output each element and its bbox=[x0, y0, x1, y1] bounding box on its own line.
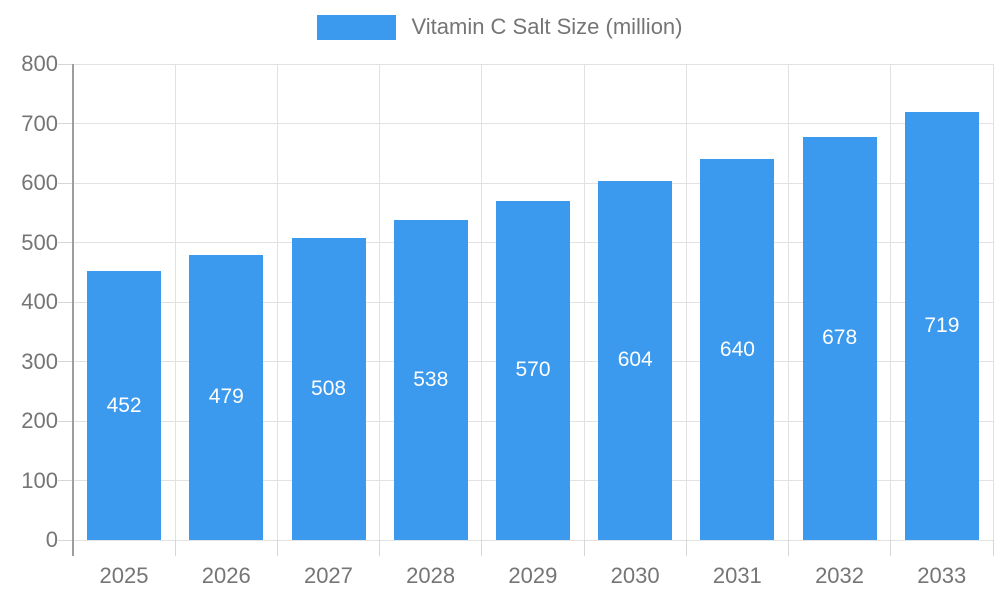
bar-value-label: 479 bbox=[208, 385, 244, 409]
legend[interactable]: Vitamin C Salt Size (million) bbox=[0, 14, 1000, 40]
gridline-vertical bbox=[890, 64, 892, 540]
y-tick-label: 200 bbox=[21, 408, 58, 433]
y-tick-label: 700 bbox=[21, 110, 58, 136]
x-axis-tick bbox=[788, 540, 790, 556]
bar-2028[interactable] bbox=[393, 219, 468, 540]
y-axis-line bbox=[72, 64, 74, 556]
x-axis-tick bbox=[379, 540, 381, 556]
y-axis-tick bbox=[58, 420, 73, 422]
bar-value-label: 640 bbox=[719, 337, 755, 361]
bar-value-label: 452 bbox=[106, 393, 142, 417]
gridline-horizontal bbox=[73, 123, 993, 124]
bar-2031[interactable] bbox=[700, 159, 775, 540]
x-tick-label: 2030 bbox=[610, 563, 660, 588]
x-tick-label: 2026 bbox=[201, 563, 251, 588]
legend-label: Vitamin C Salt Size (million) bbox=[411, 14, 683, 39]
gridline-vertical bbox=[174, 64, 176, 540]
y-tick-label: 0 bbox=[45, 527, 58, 552]
bar-2029[interactable] bbox=[496, 200, 570, 540]
bar-value-label: 570 bbox=[515, 358, 551, 382]
x-axis-tick bbox=[481, 540, 483, 556]
bar-value-label: 678 bbox=[822, 326, 858, 350]
y-tick-label: 100 bbox=[21, 467, 58, 493]
y-axis-tick bbox=[58, 123, 73, 124]
x-tick-label: 2028 bbox=[406, 563, 456, 588]
x-tick-label: 2031 bbox=[712, 563, 762, 588]
gridline-vertical bbox=[992, 64, 994, 540]
gridline-vertical bbox=[685, 64, 687, 540]
bar-2030[interactable] bbox=[598, 180, 673, 540]
y-tick-label: 500 bbox=[21, 229, 58, 255]
bar-2025[interactable] bbox=[87, 271, 162, 540]
y-axis-tick bbox=[58, 63, 73, 65]
x-tick-label: 2033 bbox=[917, 563, 967, 588]
bar-2027[interactable] bbox=[291, 237, 366, 540]
y-tick-label: 400 bbox=[21, 289, 58, 314]
gridline-horizontal bbox=[73, 63, 993, 65]
y-axis-tick bbox=[58, 539, 73, 541]
x-tick-label: 2029 bbox=[508, 563, 558, 588]
x-axis-tick bbox=[890, 540, 892, 556]
bar-value-label: 538 bbox=[413, 367, 449, 391]
y-axis-tick bbox=[58, 361, 73, 362]
x-tick-label: 2025 bbox=[99, 563, 149, 588]
legend-swatch bbox=[317, 14, 397, 40]
y-axis-tick bbox=[58, 182, 73, 184]
y-tick-label: 600 bbox=[21, 170, 58, 195]
bar-value-label: 719 bbox=[924, 314, 960, 338]
bar-2033[interactable] bbox=[904, 112, 979, 540]
gridline-vertical bbox=[788, 64, 790, 540]
x-axis-tick bbox=[583, 540, 585, 556]
y-axis-tick bbox=[58, 480, 73, 481]
x-axis-tick bbox=[276, 540, 278, 556]
gridline-vertical bbox=[481, 64, 483, 540]
x-tick-label: 2032 bbox=[815, 563, 865, 588]
x-axis-tick bbox=[174, 540, 176, 556]
bar-2032[interactable] bbox=[802, 136, 877, 540]
y-tick-label: 800 bbox=[21, 51, 58, 76]
gridline-horizontal bbox=[73, 182, 993, 184]
gridline-vertical bbox=[583, 64, 585, 540]
gridline-vertical bbox=[379, 64, 381, 540]
y-axis-tick bbox=[58, 301, 73, 303]
y-axis-tick bbox=[58, 242, 73, 243]
bar-value-label: 604 bbox=[617, 348, 653, 372]
y-tick-label: 300 bbox=[21, 348, 58, 374]
gridline-vertical bbox=[276, 64, 278, 540]
x-axis-tick bbox=[992, 540, 994, 556]
x-tick-label: 2027 bbox=[303, 563, 353, 588]
x-axis-tick bbox=[685, 540, 687, 556]
bar-value-label: 508 bbox=[311, 376, 347, 400]
bar-2026[interactable] bbox=[189, 254, 264, 540]
gridline-horizontal bbox=[73, 539, 993, 541]
